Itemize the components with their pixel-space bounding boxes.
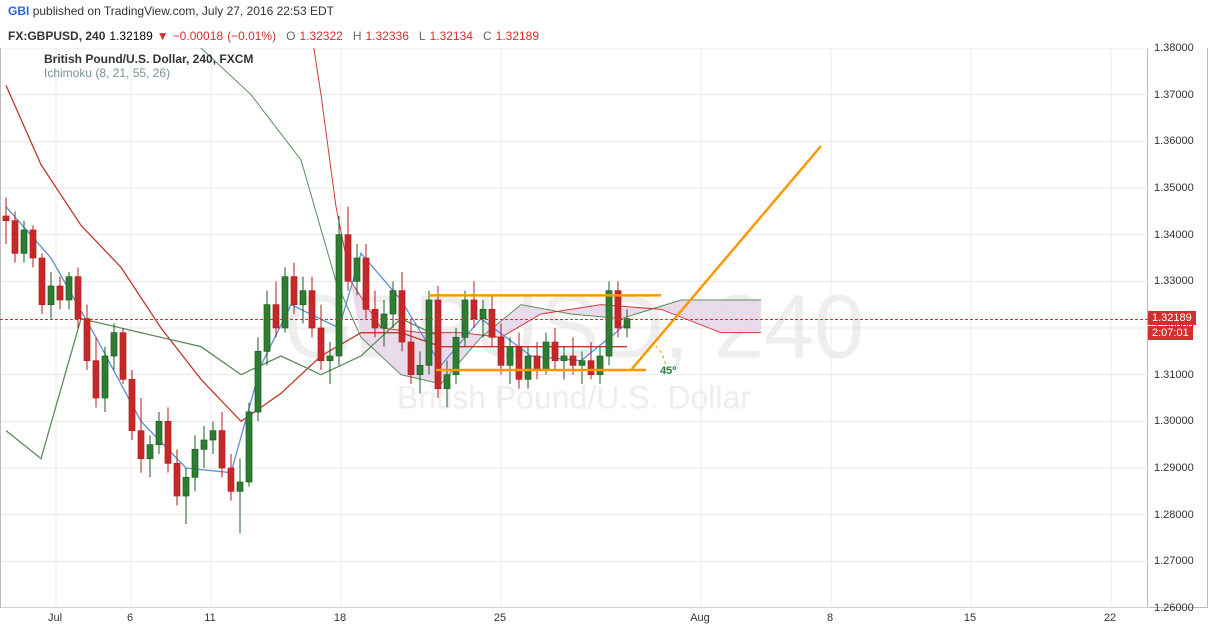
symbol-info-bar: FX:GBPUSD, 240 1.32189 ▼ −0.00018 (−0.01… [0,24,1208,48]
last-price: 1.32189 [109,29,152,43]
x-tick: Jul [48,612,62,624]
y-tick: 1.35000 [1154,182,1194,194]
header-bar: GBI published on TradingView.com, July 2… [0,0,1208,24]
x-tick: 15 [964,612,976,624]
y-tick: 1.36000 [1154,135,1194,147]
change-pct: (−0.01%) [227,29,276,43]
y-tick: 1.27000 [1154,555,1194,567]
chart-area[interactable]: GBPUSD, 240 British Pound/U.S. Dollar 1.… [0,48,1208,608]
open: 1.32322 [299,29,342,43]
countdown-tag: 2:07:01 [1148,326,1193,340]
y-tick: 1.30000 [1154,415,1194,427]
x-tick: 22 [1104,612,1116,624]
x-tick: 25 [494,612,506,624]
y-tick: 1.26000 [1154,602,1194,614]
plot[interactable]: GBPUSD, 240 British Pound/U.S. Dollar [0,48,1148,608]
legend-indicator: Ichimoku (8, 21, 55, 26) [44,66,253,80]
x-tick: 11 [204,612,215,624]
close: 1.32189 [496,29,539,43]
symbol[interactable]: FX:GBPUSD, 240 [8,29,105,43]
x-tick: 8 [827,612,833,624]
legend: British Pound/U.S. Dollar, 240, FXCM Ich… [44,52,253,80]
last-price-line [0,319,1148,320]
direction-arrow-icon: ▼ [157,29,169,43]
chart-svg [1,48,1149,608]
angle-label: 45º [660,365,676,377]
y-tick: 1.38000 [1154,42,1194,54]
high: 1.32336 [366,29,409,43]
published-text: published on TradingView.com, July 27, 2… [33,4,334,18]
y-tick: 1.34000 [1154,229,1194,241]
last-price-tag: 1.32189 [1148,311,1196,325]
change: −0.00018 [173,29,223,43]
y-tick: 1.37000 [1154,89,1194,101]
legend-title: British Pound/U.S. Dollar, 240, FXCM [44,52,253,66]
y-tick: 1.28000 [1154,509,1194,521]
x-tick: Aug [690,612,710,624]
y-tick: 1.29000 [1154,462,1194,474]
y-tick: 1.31000 [1154,369,1194,381]
y-tick: 1.33000 [1154,275,1194,287]
author[interactable]: GBI [8,4,29,18]
low: 1.32134 [430,29,473,43]
x-axis[interactable]: Jul 6 11 18 25 Aug 8 15 22 [0,608,1148,634]
x-tick: 18 [334,612,346,624]
x-tick: 6 [127,612,133,624]
